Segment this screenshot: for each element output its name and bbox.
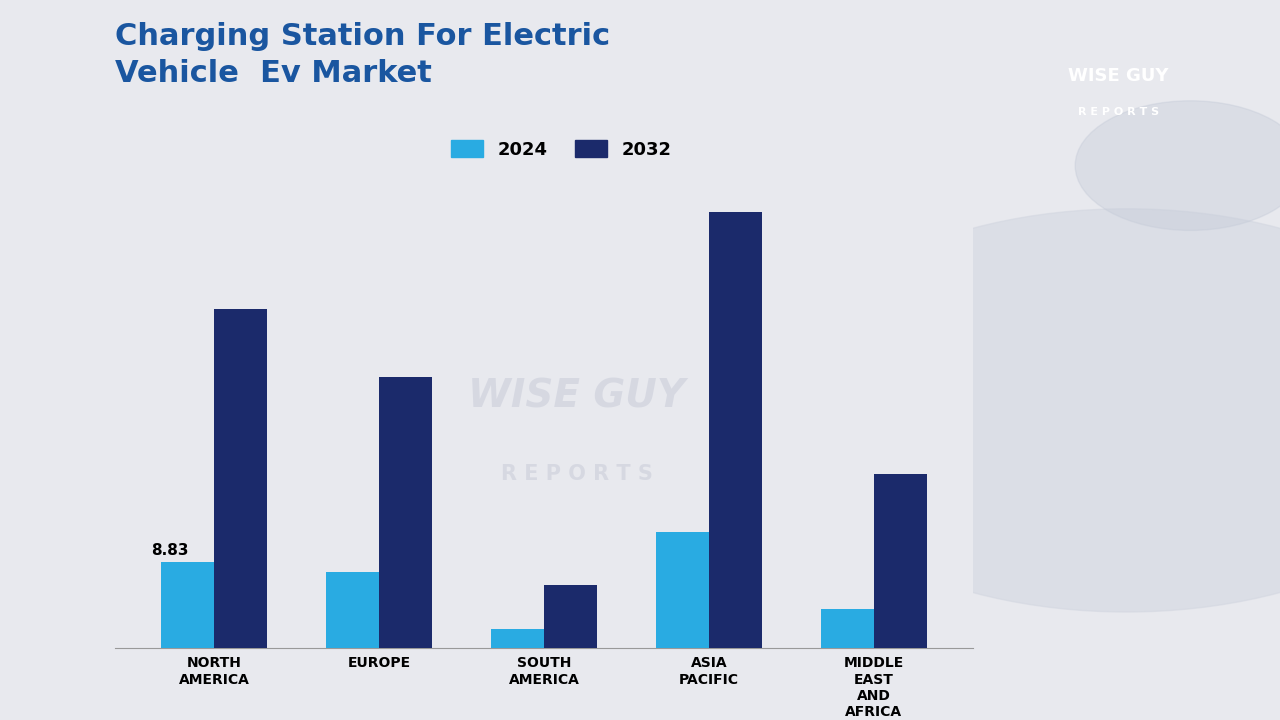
Bar [492,629,544,648]
Text: WISE GUY: WISE GUY [1068,67,1169,85]
Bar [709,212,762,648]
Legend: 2024, 2032: 2024, 2032 [443,133,678,166]
Bar [874,474,927,648]
Bar [544,585,596,648]
Text: 8.83: 8.83 [151,543,189,558]
Bar [379,377,431,648]
Text: Charging Station For Electric
Vehicle  Ev Market: Charging Station For Electric Vehicle Ev… [115,22,611,88]
Bar [657,531,709,648]
Bar [326,572,379,648]
Text: WISE GUY: WISE GUY [468,377,686,415]
Bar [820,609,874,648]
Text: R E P O R T S: R E P O R T S [1078,107,1158,117]
Bar [214,309,268,648]
Text: R E P O R T S: R E P O R T S [500,464,653,484]
Bar [161,562,214,648]
